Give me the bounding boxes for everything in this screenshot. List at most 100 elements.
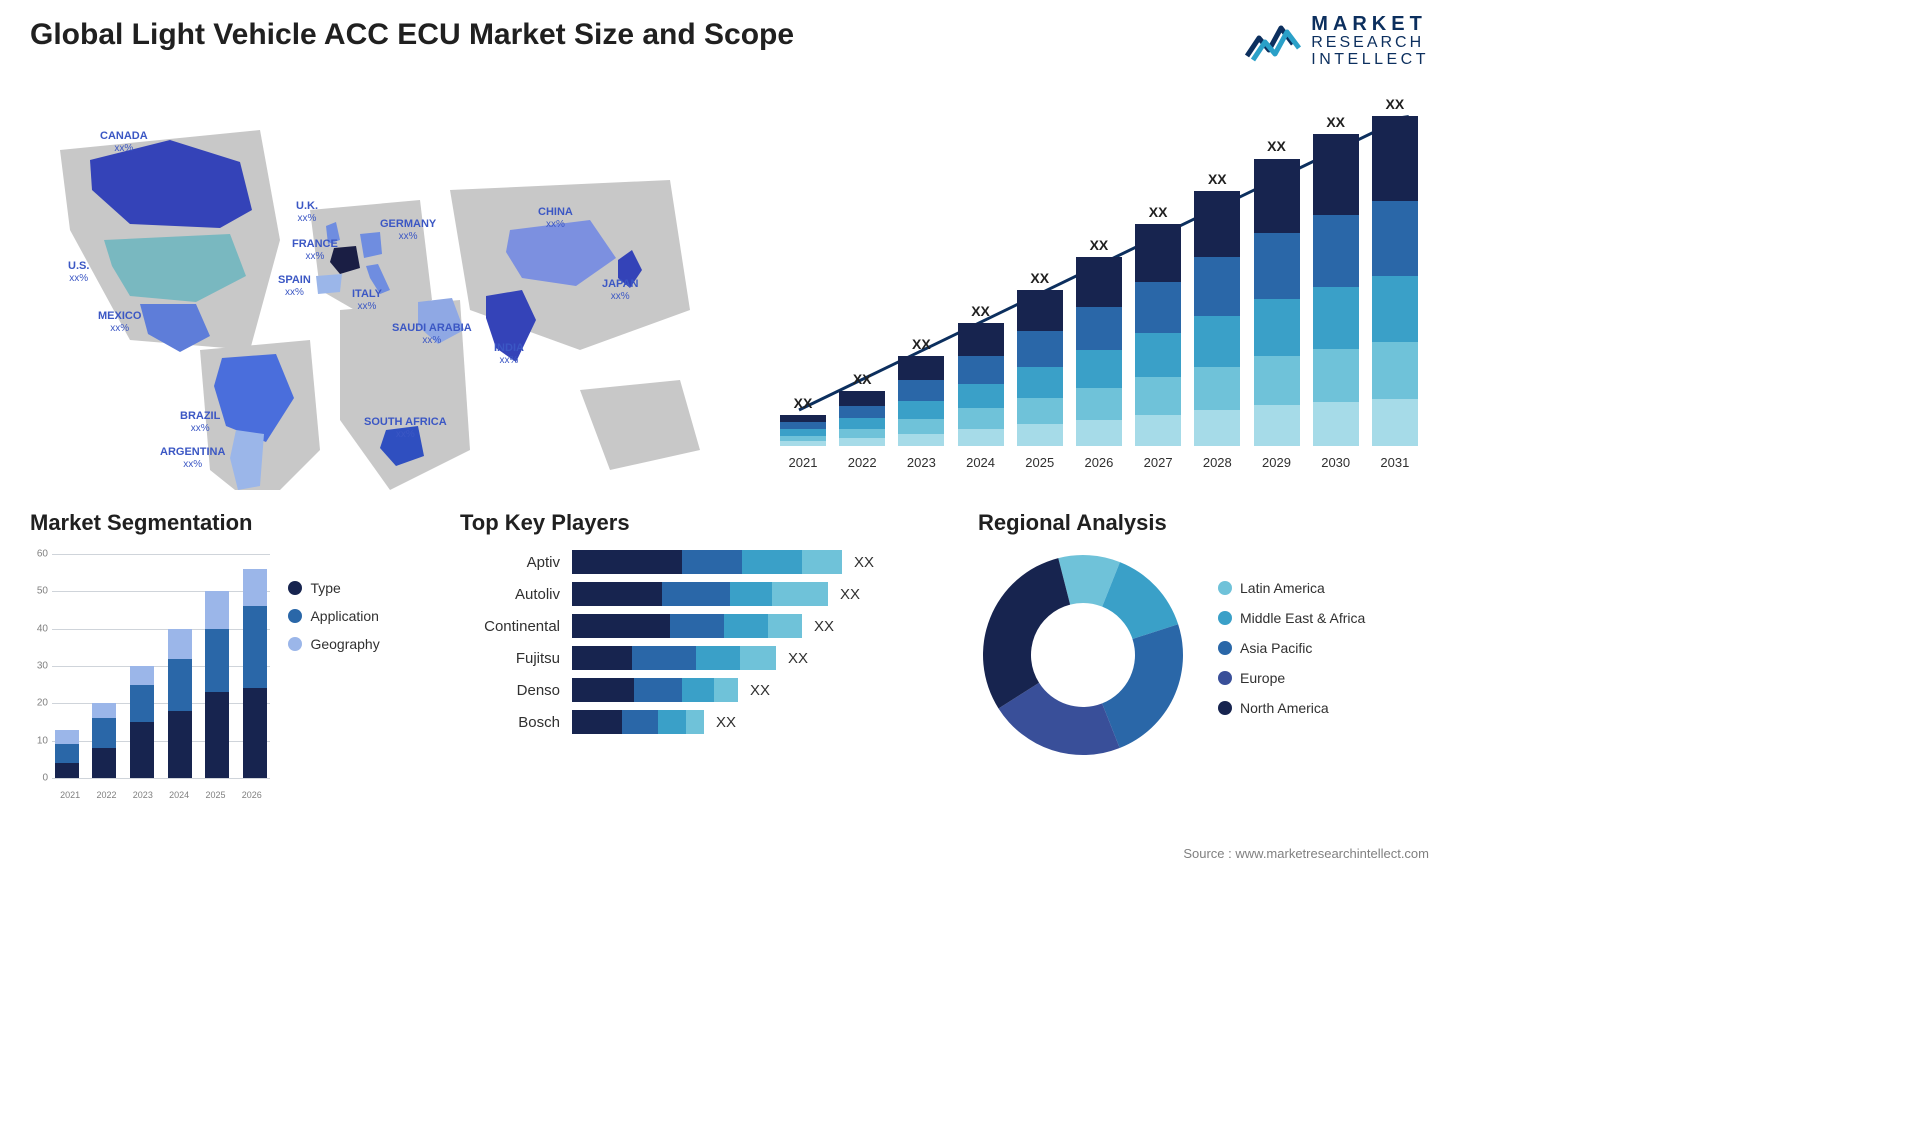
main-bar-seg — [1017, 424, 1063, 446]
seg-xlabel: 2022 — [94, 790, 118, 800]
donut-slice — [983, 558, 1070, 708]
main-bar-value: XX — [838, 371, 886, 387]
players-title: Top Key Players — [460, 510, 950, 536]
main-bar-seg — [898, 419, 944, 434]
map-label: FRANCExx% — [292, 238, 338, 262]
main-bar: XX — [897, 356, 945, 446]
main-bar-seg — [898, 356, 944, 380]
seg-bar-seg — [55, 763, 79, 778]
seg-bar — [243, 569, 267, 778]
player-bar — [572, 550, 842, 574]
seg-bar-seg — [130, 666, 154, 685]
player-bar — [572, 582, 828, 606]
player-value: XX — [750, 682, 770, 699]
player-bar-seg — [686, 710, 704, 734]
main-bar-seg — [958, 429, 1004, 446]
players-section: Top Key Players AptivXXAutolivXXContinen… — [460, 510, 950, 742]
player-bar — [572, 678, 738, 702]
seg-bar-seg — [92, 748, 116, 778]
main-bar-seg — [1076, 257, 1122, 306]
seg-bar-seg — [205, 692, 229, 778]
main-bar-seg — [1017, 398, 1063, 424]
player-value: XX — [854, 554, 874, 571]
main-bar-seg — [958, 384, 1004, 409]
main-bar: XX — [838, 391, 886, 446]
main-xaxis-label: 2025 — [1016, 455, 1064, 470]
player-bar-seg — [662, 582, 730, 606]
map-label: MEXICOxx% — [98, 310, 141, 334]
player-bar-seg — [572, 646, 632, 670]
main-bar-seg — [1254, 233, 1300, 299]
main-bar-seg — [1076, 350, 1122, 388]
player-row: DensoXX — [460, 678, 950, 702]
seg-bar-seg — [168, 629, 192, 659]
seg-bar-seg — [168, 659, 192, 711]
legend-swatch — [288, 609, 302, 623]
player-row: AutolivXX — [460, 582, 950, 606]
legend-label: Type — [310, 580, 340, 596]
player-bar — [572, 710, 704, 734]
player-bar-seg — [730, 582, 772, 606]
main-bar-value: XX — [897, 336, 945, 352]
main-bar-value: XX — [1193, 171, 1241, 187]
main-bar-seg — [898, 380, 944, 401]
main-bar-seg — [780, 422, 826, 429]
regional-section: Regional Analysis Latin AmericaMiddle Ea… — [978, 510, 1418, 760]
main-bar-seg — [958, 356, 1004, 384]
player-value: XX — [788, 650, 808, 667]
regional-legend-item: Asia Pacific — [1218, 640, 1365, 656]
main-bar-seg — [1254, 356, 1300, 405]
player-bar-seg — [802, 550, 842, 574]
regional-legend-item: Europe — [1218, 670, 1365, 686]
seg-bar-seg — [168, 711, 192, 778]
map-label: JAPANxx% — [602, 278, 638, 302]
main-xaxis-label: 2029 — [1253, 455, 1301, 470]
main-xaxis-label: 2027 — [1134, 455, 1182, 470]
main-xaxis-label: 2026 — [1075, 455, 1123, 470]
main-bar-seg — [1135, 224, 1181, 282]
player-bar-seg — [768, 614, 802, 638]
segmentation-section: Market Segmentation 20212022202320242025… — [30, 510, 420, 800]
seg-xlabel: 2021 — [58, 790, 82, 800]
main-xaxis-label: 2028 — [1193, 455, 1241, 470]
brand-logo: MARKET RESEARCH INTELLECT — [1245, 14, 1429, 69]
map-label: SOUTH AFRICAxx% — [364, 416, 447, 440]
player-bar-seg — [682, 550, 742, 574]
seg-xlabel: 2026 — [240, 790, 264, 800]
player-bar — [572, 646, 776, 670]
logo-text-3: INTELLECT — [1311, 52, 1429, 69]
main-bar: XX — [1312, 134, 1360, 446]
main-xaxis-label: 2021 — [779, 455, 827, 470]
legend-swatch — [1218, 581, 1232, 595]
player-bar-seg — [682, 678, 714, 702]
player-bar-seg — [724, 614, 768, 638]
map-label: CHINAxx% — [538, 206, 573, 230]
seg-bar-seg — [92, 718, 116, 748]
main-bar-seg — [839, 418, 885, 429]
main-bar: XX — [1134, 224, 1182, 446]
player-value: XX — [814, 618, 834, 635]
legend-label: Asia Pacific — [1240, 640, 1312, 656]
main-bar-seg — [1313, 349, 1359, 402]
legend-label: Application — [310, 608, 379, 624]
seg-bar-seg — [243, 569, 267, 606]
source-label: Source : www.marketresearchintellect.com — [1183, 846, 1429, 861]
main-bar: XX — [1371, 116, 1419, 446]
map-label: ARGENTINAxx% — [160, 446, 225, 470]
main-bar: XX — [1075, 257, 1123, 446]
legend-label: Europe — [1240, 670, 1285, 686]
main-bar-seg — [1372, 399, 1418, 446]
seg-bar-seg — [205, 591, 229, 628]
map-label: SPAINxx% — [278, 274, 311, 298]
map-label: U.K.xx% — [296, 200, 318, 224]
main-xaxis-label: 2022 — [838, 455, 886, 470]
segmentation-title: Market Segmentation — [30, 510, 420, 536]
main-bar-seg — [839, 391, 885, 405]
page-title: Global Light Vehicle ACC ECU Market Size… — [30, 18, 794, 52]
main-bar-seg — [1372, 116, 1418, 201]
seg-bar — [55, 729, 79, 778]
player-row: ContinentalXX — [460, 614, 950, 638]
regional-title: Regional Analysis — [978, 510, 1418, 536]
seg-bar-seg — [55, 744, 79, 763]
regional-legend-item: Latin America — [1218, 580, 1365, 596]
